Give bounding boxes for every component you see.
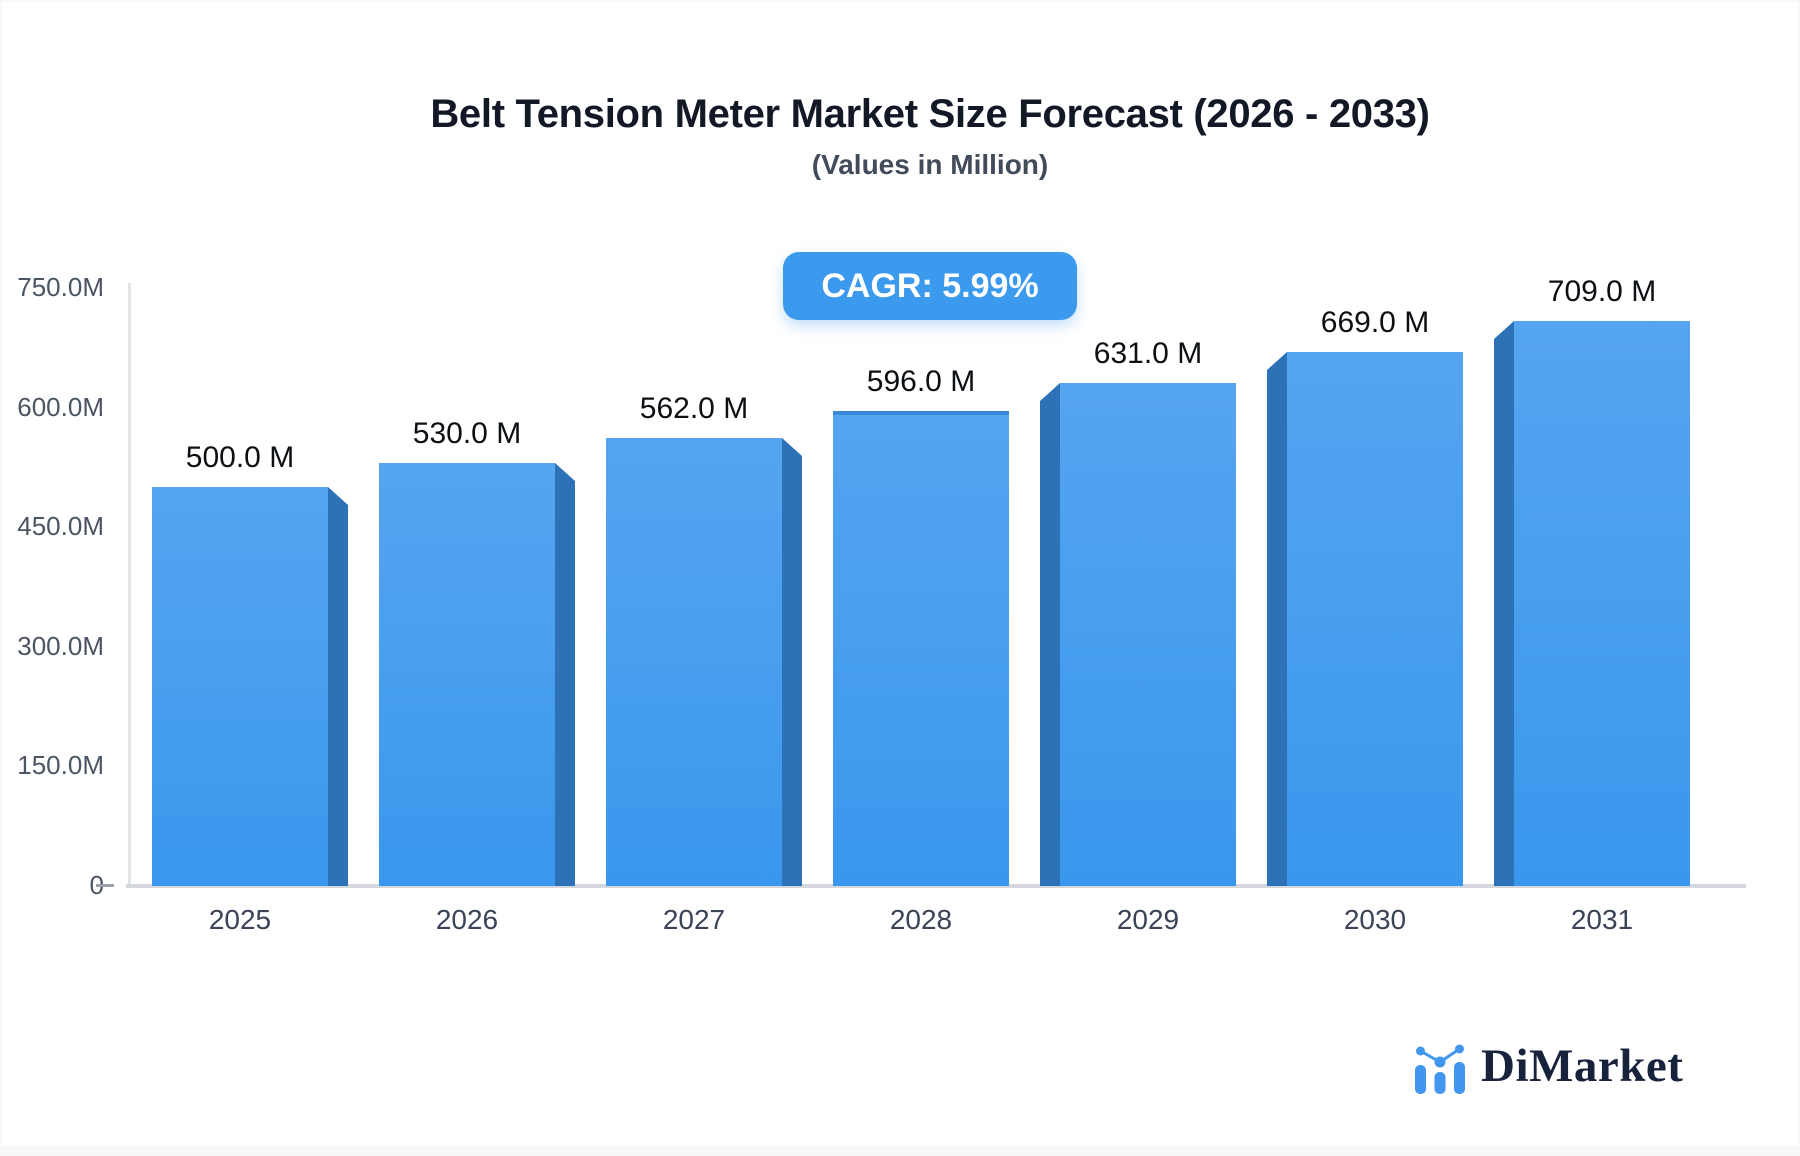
x-axis-label-2028: 2028 — [889, 904, 953, 935]
x-axis-label-2026: 2026 — [435, 904, 499, 935]
bar-value-label: 530.0 M — [412, 417, 522, 450]
bar-2030[interactable] — [1287, 352, 1463, 886]
y-axis-tick-label: 600.0M — [17, 391, 104, 422]
bar-2028[interactable] — [833, 411, 1009, 886]
x-axis-label-2027: 2027 — [662, 904, 726, 935]
bar-3d-side — [1494, 321, 1514, 886]
x-axis-baseline — [126, 884, 1746, 888]
x-axis-label-2030: 2030 — [1343, 904, 1407, 935]
y-axis-tick-label: 750.0M — [17, 271, 104, 302]
y-axis-tick-label: 0 — [0, 868, 104, 902]
bar-2025[interactable] — [152, 487, 328, 886]
bar-2026[interactable] — [379, 463, 555, 886]
bar-3d-side — [782, 438, 802, 886]
chart-subtitle: (Values in Million) — [811, 149, 1049, 180]
x-axis-label-2031: 2031 — [1570, 904, 1634, 935]
bar-value-label: 596.0 M — [866, 365, 976, 398]
cagr-badge-row: CAGR: 5.99% — [60, 252, 1800, 320]
bar-2027[interactable] — [606, 438, 782, 886]
page-title: Belt Tension Meter Market Size Forecast … — [430, 92, 1430, 136]
bar-2029[interactable] — [1060, 383, 1236, 886]
bar-top-edge — [833, 411, 1009, 415]
y-axis-tick-label: 300.0M — [17, 630, 104, 661]
bar-value-label: 562.0 M — [639, 392, 749, 425]
zero-tick-mark — [96, 884, 114, 887]
x-axis-label-2029: 2029 — [1116, 904, 1180, 935]
brand-logo-text: DiMarket — [1481, 1040, 1684, 1092]
bar-value-label: 631.0 M — [1093, 337, 1203, 370]
brand-logo: DiMarket — [1412, 1038, 1683, 1094]
bar-line-chart-icon — [1412, 1038, 1468, 1094]
bar-3d-side — [1267, 352, 1287, 886]
bar-2031[interactable] — [1514, 321, 1690, 886]
bar-value-label: 709.0 M — [1547, 275, 1657, 308]
bar-3d-side — [555, 463, 575, 886]
bar-3d-side — [328, 487, 348, 886]
y-axis-tick-label: 150.0M — [17, 750, 104, 781]
bar-value-label: 500.0 M — [185, 441, 295, 474]
y-axis-tick-label: 450.0M — [17, 511, 104, 542]
x-axis-label-2025: 2025 — [208, 904, 272, 935]
bar-value-label: 669.0 M — [1320, 306, 1430, 339]
cagr-badge: CAGR: 5.99% — [783, 252, 1077, 320]
bar-3d-side — [1040, 383, 1060, 886]
y-axis-line — [128, 283, 131, 888]
